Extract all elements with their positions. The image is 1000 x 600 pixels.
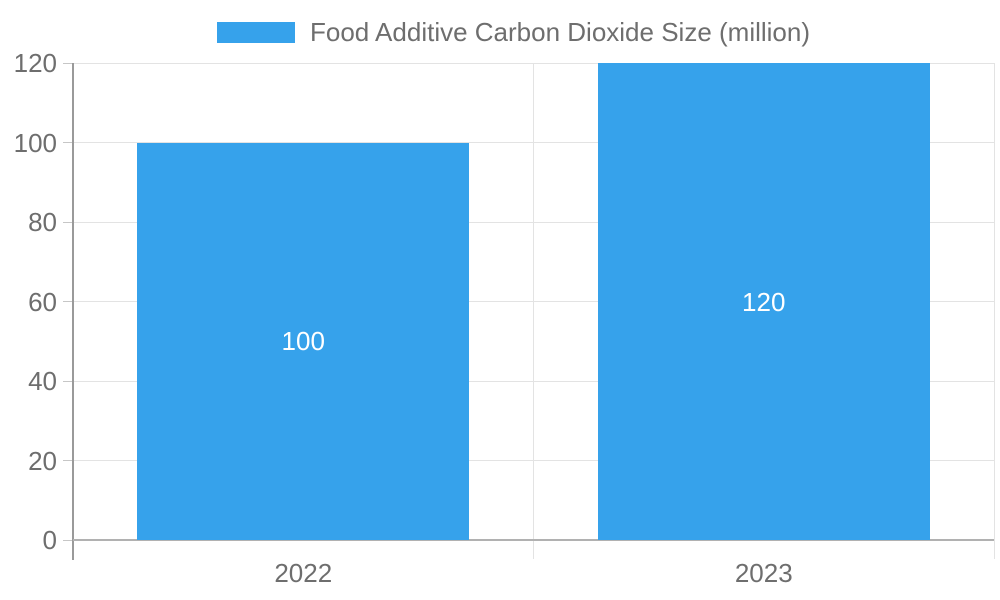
y-tick-label: 80 (28, 207, 57, 237)
y-tick-label: 60 (28, 286, 57, 317)
y-axis-tick (63, 539, 73, 541)
y-axis-tick (63, 62, 73, 64)
y-axis-tick (63, 221, 73, 223)
legend-label: Food Additive Carbon Dioxide Size (milli… (310, 17, 811, 47)
x-tick-label: 2023 (734, 558, 793, 588)
gridline (533, 63, 534, 559)
legend[interactable]: Food Additive Carbon Dioxide Size (milli… (217, 19, 810, 45)
bar[interactable]: 100 (137, 142, 470, 540)
y-axis-tick (63, 460, 73, 461)
y-tick-label: 100 (13, 127, 57, 158)
y-tick-label: 120 (13, 48, 57, 78)
x-axis-line (73, 539, 994, 541)
bar-value-label: 100 (281, 326, 325, 357)
x-tick-label: 2022 (274, 558, 333, 588)
y-axis-tick (63, 380, 73, 382)
y-tick-label: 0 (42, 525, 57, 555)
y-axis-line (72, 63, 74, 560)
y-tick-label: 40 (28, 366, 57, 396)
y-tick-label: 20 (28, 445, 57, 476)
legend-swatch-icon (217, 21, 295, 43)
y-axis-tick (63, 301, 73, 302)
gridline (993, 63, 995, 559)
y-axis-tick (63, 142, 73, 143)
bar[interactable]: 120 (597, 63, 930, 540)
bar-value-label: 120 (742, 286, 786, 317)
